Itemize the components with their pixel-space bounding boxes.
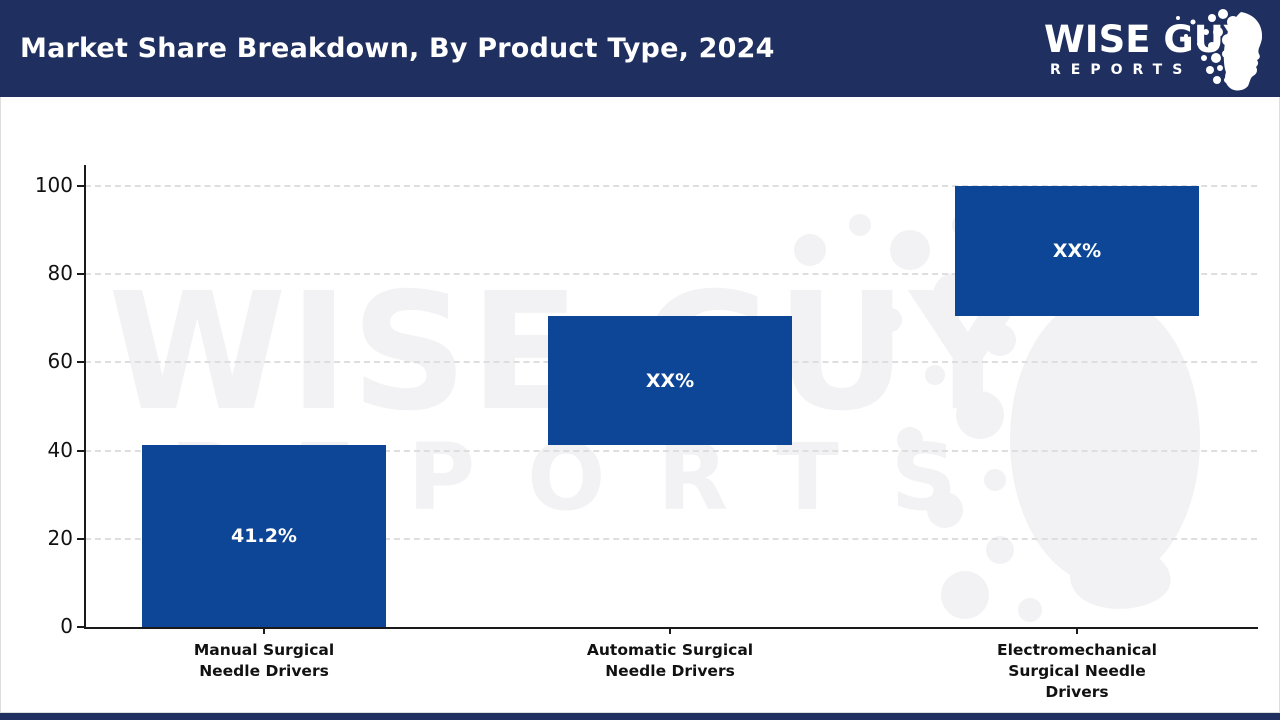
y-tick-20 (77, 537, 85, 540)
category-label-1: Manual Surgical Needle Drivers (193, 641, 335, 680)
wise-guy-reports-logo: WISE GUY REPORTS (1044, 8, 1263, 90)
y-tick-100 (77, 185, 85, 187)
x-tick-2 (669, 629, 671, 634)
y-tick-label-100: 100 (34, 173, 73, 197)
logo-reports-text: REPORTS (1050, 62, 1192, 78)
bar-2: XX% (548, 316, 792, 446)
bar-1: 41.2% (142, 445, 386, 627)
y-tick-60 (77, 361, 85, 364)
x-tick-1 (263, 629, 265, 634)
gridline-y80 (85, 273, 1257, 276)
y-tick-80 (77, 273, 85, 276)
category-label-2: Automatic Surgical Needle Drivers (586, 641, 754, 680)
footer-divider (0, 712, 1280, 713)
category-label-3: Electromechanical Surgical Needle Driver… (997, 641, 1157, 701)
gridline-y40 (85, 449, 1257, 452)
bar-value-label-2: XX% (645, 369, 695, 392)
y-tick-40 (77, 449, 85, 452)
y-tick-label-80: 80 (47, 261, 73, 286)
x-tick-3 (1076, 629, 1078, 634)
footer-bar (0, 713, 1280, 720)
chart-plot-area: 0 20 40 60 80 100 41.2% Manual Surgical Needle … (0, 97, 1280, 713)
logo-wiseguy-text: WISE GUY (1044, 18, 1252, 61)
y-tick-0 (77, 626, 85, 628)
y-axis-line (84, 165, 86, 628)
gridline-y20 (85, 537, 1257, 540)
bar-value-label-1: 41.2% (231, 525, 297, 548)
bar-3: XX% (955, 186, 1199, 317)
page-title: Market Share Breakdown, By Product Type,… (20, 33, 775, 64)
y-tick-label-40: 40 (47, 437, 73, 462)
gridline-y100 (85, 185, 1257, 187)
y-tick-label-20: 20 (47, 525, 73, 550)
x-axis-line (84, 627, 1258, 629)
bar-value-label-3: XX% (1052, 240, 1102, 263)
y-tick-label-60: 60 (47, 349, 73, 374)
header-bar: Market Share Breakdown, By Product Type,… (0, 0, 1280, 97)
y-tick-label-0: 0 (60, 614, 73, 638)
